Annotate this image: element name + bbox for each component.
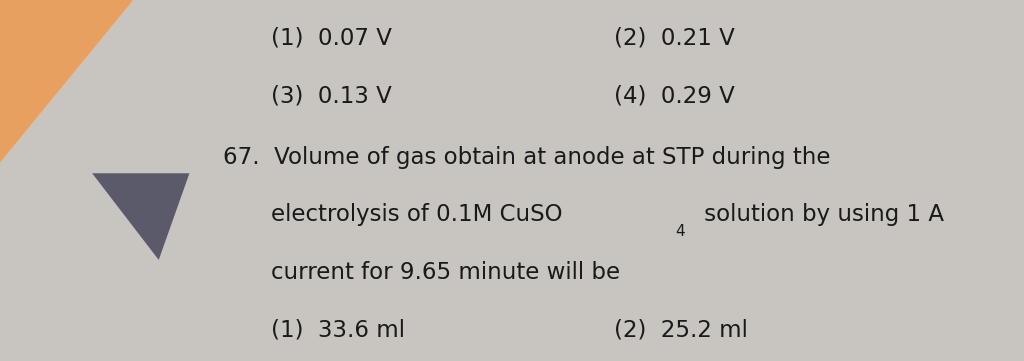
Text: (2)  0.21 V: (2) 0.21 V <box>614 26 735 49</box>
Text: 4: 4 <box>676 223 685 239</box>
Text: solution by using 1 A: solution by using 1 A <box>696 203 944 226</box>
Polygon shape <box>92 173 189 260</box>
Text: (4)  0.29 V: (4) 0.29 V <box>614 84 735 107</box>
Text: current for 9.65 minute will be: current for 9.65 minute will be <box>271 261 621 284</box>
Text: (2)  25.2 ml: (2) 25.2 ml <box>614 319 749 342</box>
Text: (1)  33.6 ml: (1) 33.6 ml <box>271 319 406 342</box>
Polygon shape <box>0 0 133 162</box>
Text: (3)  0.13 V: (3) 0.13 V <box>271 84 392 107</box>
Text: (1)  0.07 V: (1) 0.07 V <box>271 26 392 49</box>
Text: electrolysis of 0.1M CuSO: electrolysis of 0.1M CuSO <box>271 203 563 226</box>
Text: 67.  Volume of gas obtain at anode at STP during the: 67. Volume of gas obtain at anode at STP… <box>223 145 830 169</box>
